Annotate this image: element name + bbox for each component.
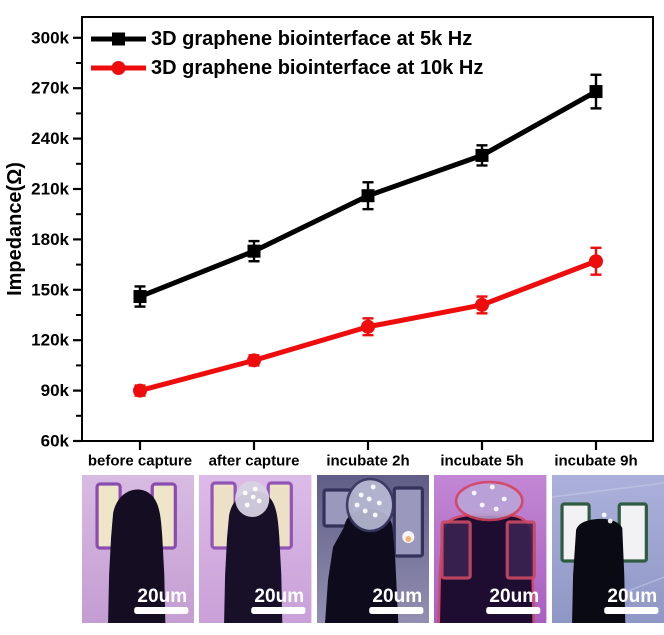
- cell-cluster: [454, 480, 524, 522]
- cell-sparkle: [243, 490, 248, 496]
- plot-frame: [81, 16, 654, 442]
- scale-bar-label: 20um: [255, 586, 305, 607]
- legend-label: 3D graphene biointerface at 10k Hz: [151, 57, 483, 79]
- scale-bar-label: 20um: [372, 586, 422, 607]
- data-point: [247, 353, 261, 368]
- cell-sparkle: [253, 486, 259, 492]
- data-point: [133, 290, 147, 304]
- cell-sparkle: [370, 484, 376, 490]
- impedance-chart: 60k 90k 120k 150k 180k 210k 240k 270k 300k Impeda…: [4, 16, 654, 470]
- scale-bar: [603, 607, 659, 614]
- cell-sparkle: [372, 512, 378, 518]
- legend: 3D graphene biointerface at 5k Hz 3D grap…: [91, 28, 483, 79]
- scale-bar: [134, 607, 189, 614]
- cell-sparkle: [607, 518, 613, 524]
- micrograph-incubate-5h: 20um: [434, 475, 547, 623]
- data-point: [589, 254, 603, 269]
- micrograph-image-incubate-2h: 20um: [316, 475, 430, 623]
- cell-sparkle: [479, 502, 485, 508]
- y-tick-label: 300k: [31, 28, 69, 47]
- micrograph-before-capture: 20um: [82, 475, 195, 623]
- y-tick-label: 210k: [31, 180, 69, 199]
- micrograph-image-after-capture: 20um: [199, 475, 312, 623]
- x-tick-label: incubate 2h: [326, 453, 409, 470]
- electrode-pad: [505, 520, 537, 580]
- x-tick-label: incubate 9h: [554, 453, 637, 470]
- tissue-texture: [551, 482, 664, 498]
- data-point: [361, 189, 375, 203]
- series-1: [133, 246, 603, 398]
- scale-bar: [251, 607, 306, 614]
- probe-silhouette: [108, 489, 166, 623]
- y-tick-label: 120k: [31, 331, 69, 350]
- electrode-pad: [440, 520, 472, 580]
- y-tick-label: 90k: [41, 381, 70, 400]
- data-point: [361, 319, 375, 334]
- series-0: [133, 73, 603, 308]
- cell-sparkle: [354, 502, 360, 508]
- y-axis: 60k 90k 120k 150k 180k 210k 240k 270k 300k Impeda…: [4, 28, 81, 451]
- micrograph-image-incubate-9h: 20um: [551, 475, 664, 623]
- probe-silhouette: [224, 491, 283, 623]
- electrode-pad: [617, 502, 648, 563]
- scale-bar: [486, 607, 541, 614]
- data-point: [475, 297, 489, 312]
- probe-silhouette: [324, 509, 399, 623]
- cell-sparkle: [358, 492, 364, 498]
- y-tick-label: 270k: [31, 79, 69, 98]
- micrograph-incubate-2h: 20um: [316, 475, 430, 623]
- cell-sparkle: [366, 496, 372, 502]
- cell-sparkle: [494, 506, 499, 512]
- scale-bar-label: 20um: [137, 586, 187, 607]
- cell-sparkle: [251, 494, 257, 500]
- x-tick-label: before capture: [88, 453, 192, 470]
- data-point: [475, 148, 489, 162]
- data-point: [247, 244, 261, 258]
- micrograph-image-before-capture: 20um: [82, 475, 195, 623]
- x-tick-label: after capture: [209, 453, 300, 470]
- x-axis: before capture after capture incubate 2h in…: [88, 442, 638, 470]
- cell-cluster: [345, 477, 395, 533]
- data-point: [589, 85, 603, 99]
- cell-sparkle: [245, 502, 250, 508]
- micrograph-strip: 20um 20um 20um 20um 20um: [82, 475, 664, 623]
- electrode-pad: [392, 486, 424, 558]
- micrograph-image-incubate-5h: 20um: [434, 475, 547, 623]
- scale-bar-label: 20um: [607, 586, 657, 607]
- cell-sparkle: [376, 500, 382, 506]
- cell-sparkle: [471, 490, 477, 496]
- probe-silhouette: [571, 518, 625, 623]
- cell-sparkle: [601, 512, 607, 518]
- cell-sparkle: [490, 484, 495, 490]
- micrograph-after-capture: 20um: [199, 475, 312, 623]
- impedance-chart-svg: 60k 90k 120k 150k 180k 210k 240k 270k 300k Impeda…: [4, 16, 654, 470]
- y-tick-label: 240k: [31, 129, 69, 148]
- legend-marker: [111, 61, 126, 75]
- y-tick-label: 60k: [41, 432, 70, 451]
- y-tick-label: 150k: [31, 280, 69, 299]
- cell-sparkle: [362, 508, 368, 514]
- legend-label: 3D graphene biointerface at 5k Hz: [151, 28, 472, 50]
- data-point: [133, 383, 147, 398]
- cell-sparkle: [257, 498, 263, 504]
- scale-bar: [369, 607, 424, 614]
- cell-sparkle: [502, 496, 507, 502]
- y-tick-label: 180k: [31, 230, 69, 249]
- bright-spot-core: [405, 536, 412, 542]
- micrograph-incubate-9h: 20um: [551, 475, 664, 623]
- y-axis-title: Impedance(Ω): [4, 162, 26, 296]
- legend-marker: [112, 32, 125, 46]
- scale-bar-label: 20um: [490, 586, 540, 607]
- x-tick-label: incubate 5h: [440, 453, 523, 470]
